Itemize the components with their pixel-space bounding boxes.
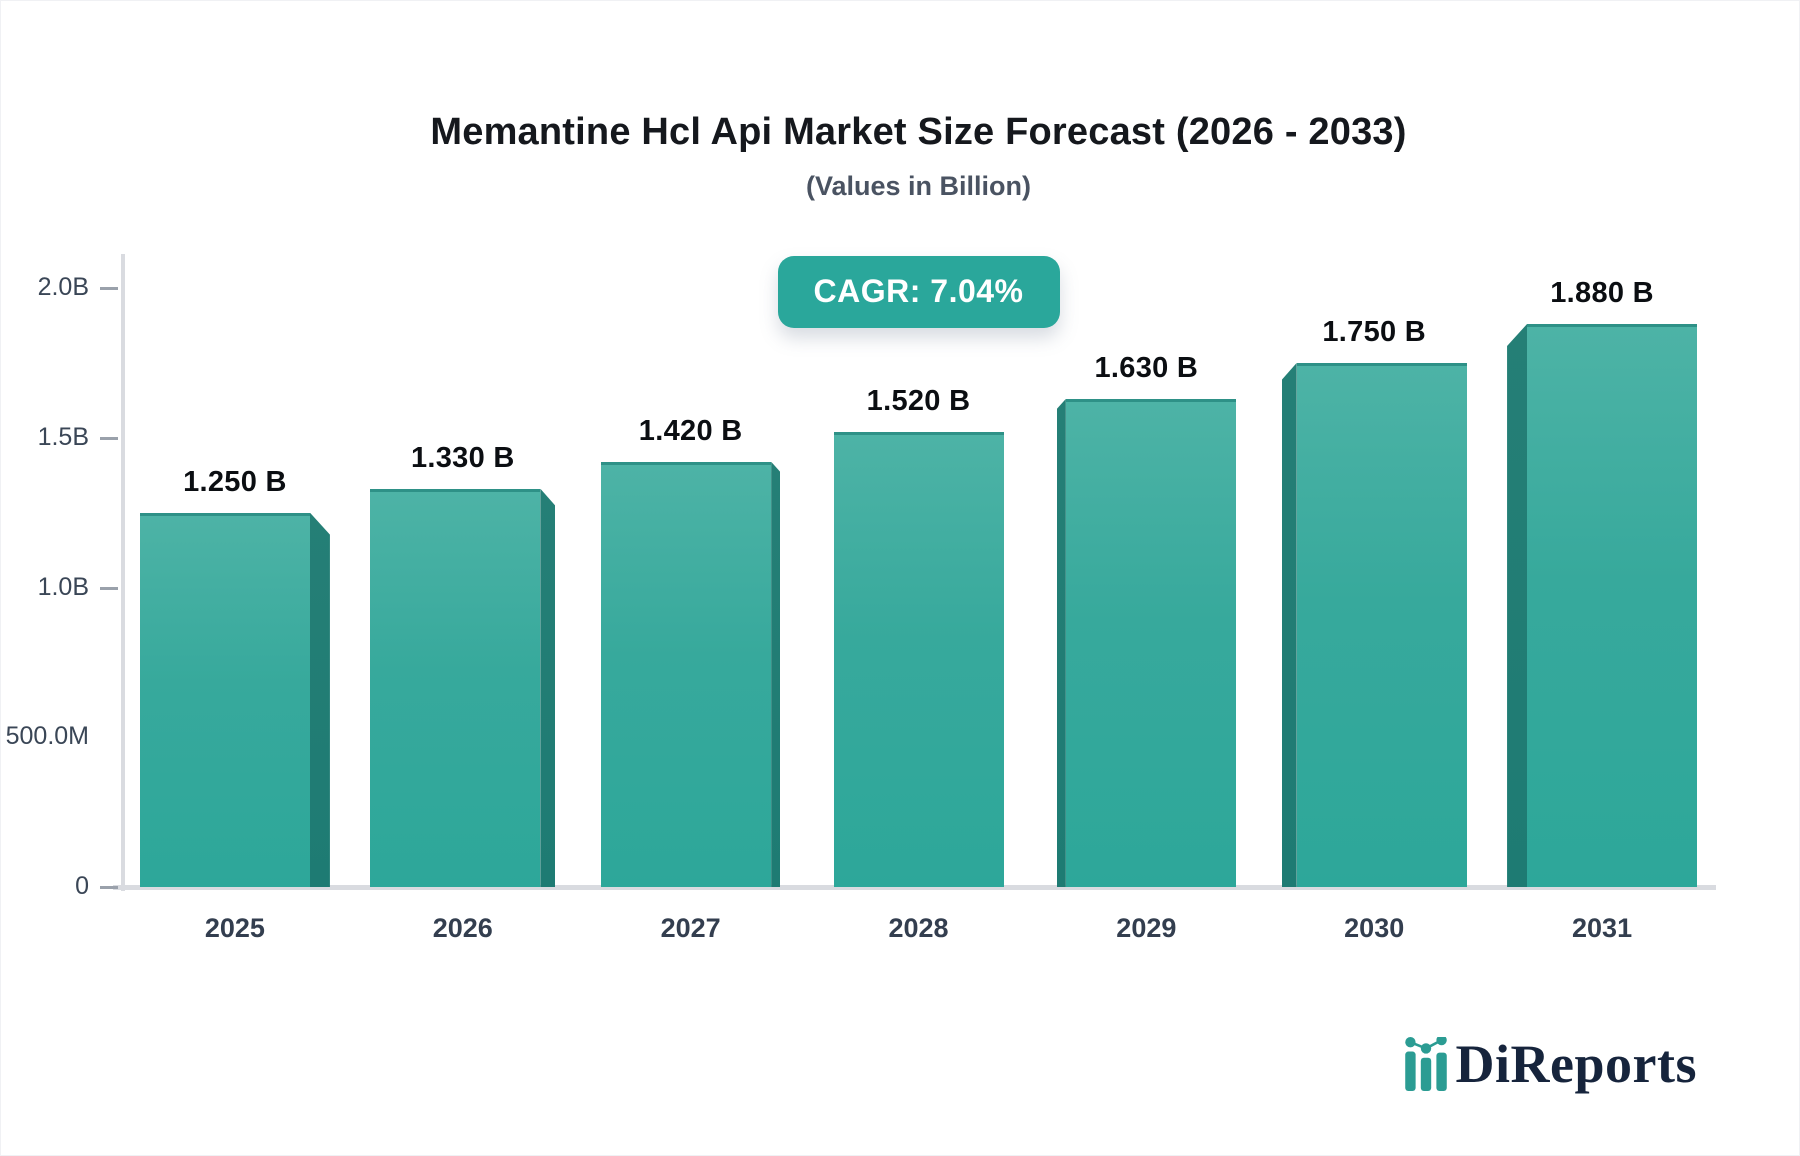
bar-2029 [1056, 398, 1236, 887]
x-axis-label-2025: 2025 [204, 913, 265, 943]
cagr-badge-label: CAGR: 7.04% [813, 273, 1024, 309]
x-axis-line [113, 885, 1716, 890]
bar-2027 [601, 461, 781, 887]
direports-logo: DiReports [1402, 1037, 1697, 1091]
x-axis-label-2030: 2030 [1344, 913, 1405, 943]
bar-side-face [1056, 398, 1066, 887]
y-tick-mark [100, 436, 118, 440]
x-axis-label-2027: 2027 [660, 913, 721, 943]
bar-side-face [1507, 323, 1528, 887]
bar-side-face [771, 461, 781, 887]
y-tick-label-1.5B: 1.5B [37, 422, 89, 451]
bar-side-face [309, 512, 330, 887]
bar-value-label-2027: 1.420 B [638, 414, 743, 447]
y-axis-line [121, 254, 125, 891]
chart-title: Memantine Hcl Api Market Size Forecast (… [430, 111, 1407, 153]
bar-side-face [1281, 362, 1297, 887]
bar-value-label-2025: 1.250 B [183, 465, 287, 498]
direports-logo-icon [1404, 1037, 1447, 1091]
bar-2025 [139, 512, 330, 887]
bar-front-face [139, 512, 310, 887]
y-tick-label-0: 0 [75, 872, 89, 900]
chart-subtitle: (Values in Billion) [805, 171, 1032, 201]
bar-2026 [370, 488, 556, 887]
x-axis-label-2026: 2026 [432, 913, 493, 943]
y-tick-mark [100, 586, 118, 590]
bar-2028 [833, 431, 1004, 887]
bar-value-label-2028: 1.520 B [866, 384, 971, 417]
bar-front-face [1065, 398, 1236, 887]
bar-value-label-2030: 1.750 B [1322, 315, 1427, 348]
bar-front-face [1527, 323, 1698, 887]
bar-2031 [1507, 323, 1698, 887]
x-axis-label-2028: 2028 [888, 913, 949, 943]
direports-logo-text: DiReports [1455, 1034, 1697, 1094]
bar-front-face [601, 461, 772, 887]
bar-front-face [1296, 362, 1467, 887]
y-tick-label-2.0B: 2.0B [37, 273, 89, 301]
bar-2030 [1281, 362, 1467, 887]
bar-front-face [833, 431, 1004, 887]
y-tick-mark [100, 287, 118, 290]
bar-value-label-2031: 1.880 B [1550, 276, 1654, 309]
bar-value-label-2026: 1.330 B [410, 441, 515, 474]
x-axis-label-2031: 2031 [1572, 913, 1633, 943]
bar-front-face [370, 488, 541, 887]
x-axis-label-2029: 2029 [1116, 913, 1177, 943]
y-tick-label-1.0B: 1.0B [37, 572, 89, 601]
y-tick-label-500.0M: 500.0M [5, 722, 89, 751]
bar-value-label-2029: 1.630 B [1094, 351, 1199, 384]
bar-side-face [540, 488, 556, 887]
y-tick-mark [100, 886, 118, 889]
plot-area: 2.0B 1.5B 1.0B 500.0M 0 1.250 B 1.330 B 1.420 … [6, 254, 1716, 943]
cagr-badge: CAGR: 7.04% [777, 256, 1060, 328]
